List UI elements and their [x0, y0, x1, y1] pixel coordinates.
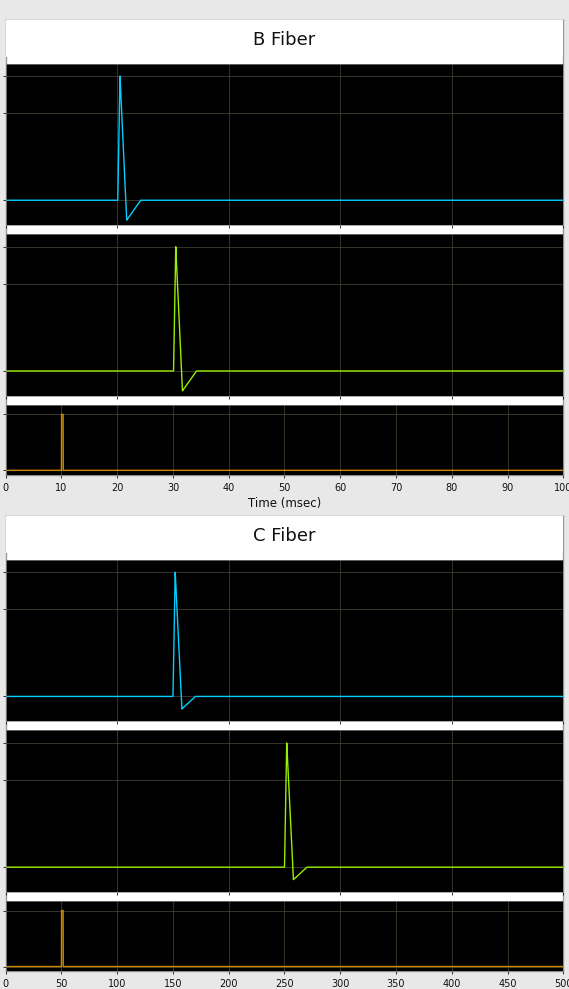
X-axis label: Time (msec): Time (msec): [248, 496, 321, 509]
Text: C Fiber: C Fiber: [253, 527, 316, 545]
Text: B Fiber: B Fiber: [253, 31, 316, 49]
